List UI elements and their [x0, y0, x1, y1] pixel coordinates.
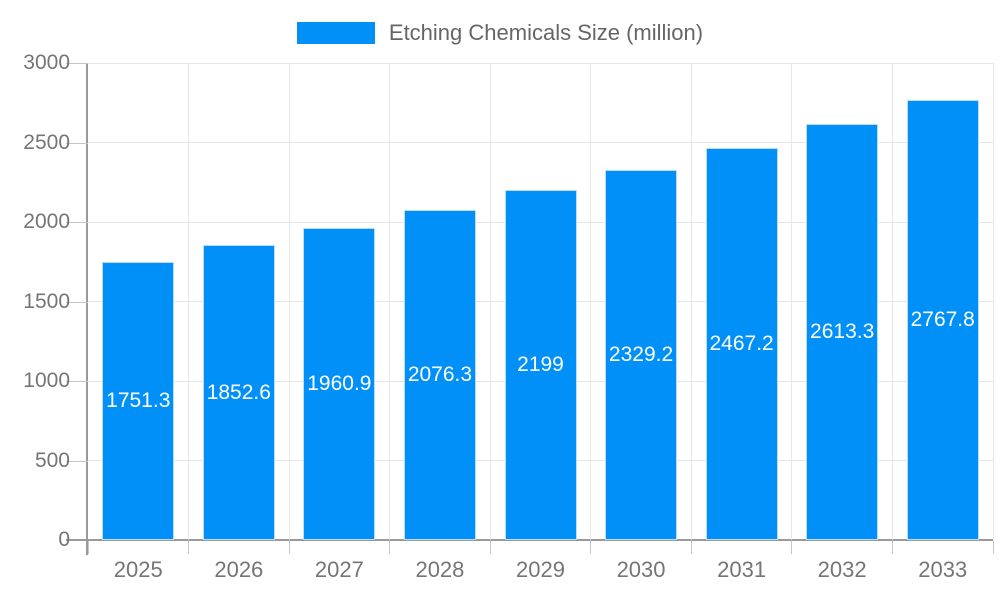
- v-gridline: [791, 63, 793, 540]
- x-tick-label: 2033: [918, 557, 968, 582]
- x-axis-tick: [489, 541, 491, 554]
- v-gridline: [891, 63, 893, 540]
- y-axis-tick: [66, 301, 88, 303]
- v-gridline: [489, 63, 491, 540]
- chart-legend: Etching Chemicals Size (million): [0, 20, 1000, 46]
- y-tick-label: 2500: [23, 130, 70, 154]
- bar: [303, 228, 376, 540]
- x-axis-tick: [87, 541, 89, 554]
- x-axis-tick: [992, 541, 994, 554]
- v-gridline: [992, 63, 994, 540]
- bar: [403, 209, 476, 540]
- y-tick-label: 1000: [23, 369, 70, 392]
- x-axis-tick: [188, 541, 190, 554]
- legend-label: Etching Chemicals Size (million): [388, 20, 704, 45]
- x-tick-label: 2032: [817, 557, 867, 582]
- y-axis-tick: [66, 142, 88, 144]
- bar-value-label: 2467.2: [709, 331, 774, 355]
- x-tick-label: 2031: [717, 557, 767, 582]
- v-gridline: [690, 63, 692, 540]
- x-axis-tick: [791, 541, 793, 554]
- x-tick-label: 2028: [415, 557, 465, 582]
- v-gridline: [590, 63, 592, 540]
- y-tick-label: 3000: [23, 51, 70, 74]
- legend-swatch: [296, 22, 375, 44]
- y-axis-tick: [66, 63, 88, 64]
- bar: [806, 124, 879, 540]
- h-gridline: [88, 62, 993, 64]
- bar: [504, 190, 577, 540]
- bar-value-label: 2076.3: [407, 362, 473, 386]
- v-gridline: [288, 63, 290, 540]
- bar: [906, 99, 979, 540]
- y-tick-label: 2000: [23, 210, 70, 233]
- x-axis-tick: [891, 541, 893, 554]
- bar: [605, 169, 678, 540]
- y-axis-tick: [66, 460, 88, 462]
- y-tick-label: 0: [58, 528, 70, 551]
- bar-value-label: 1960.9: [307, 372, 372, 396]
- x-axis-tick: [389, 541, 391, 554]
- x-tick-label: 2029: [516, 557, 565, 582]
- bar: [705, 147, 778, 540]
- x-axis-line: [66, 539, 993, 541]
- bar-value-label: 2199: [517, 353, 564, 377]
- x-axis-tick: [288, 541, 290, 554]
- x-tick-label: 2027: [314, 557, 364, 582]
- y-axis-line: [86, 63, 88, 555]
- v-gridline: [188, 63, 190, 540]
- plot-area: 1751.3 1852.6 1960.9 2076.3 2199 2329.2 2467.2…: [88, 62, 994, 540]
- y-tick-label: 500: [34, 448, 70, 472]
- bar-value-label: 1852.6: [206, 380, 271, 404]
- bar: [102, 261, 175, 540]
- x-tick-label: 2030: [616, 557, 666, 582]
- x-tick-label: 2026: [214, 557, 264, 582]
- bar-value-label: 1751.3: [106, 388, 171, 412]
- x-tick-label: 2025: [113, 557, 163, 582]
- h-gridline: [88, 142, 993, 143]
- bar-value-label: 2767.8: [910, 307, 975, 331]
- bar: [202, 245, 275, 540]
- x-axis-tick: [690, 541, 692, 554]
- bar-value-label: 2613.3: [810, 320, 875, 344]
- v-gridline: [389, 63, 391, 540]
- x-axis-tick: [590, 541, 592, 554]
- bar-value-label: 2329.2: [608, 342, 674, 366]
- y-axis-tick: [66, 222, 88, 223]
- y-axis-tick: [66, 381, 88, 382]
- y-tick-label: 1500: [23, 289, 70, 313]
